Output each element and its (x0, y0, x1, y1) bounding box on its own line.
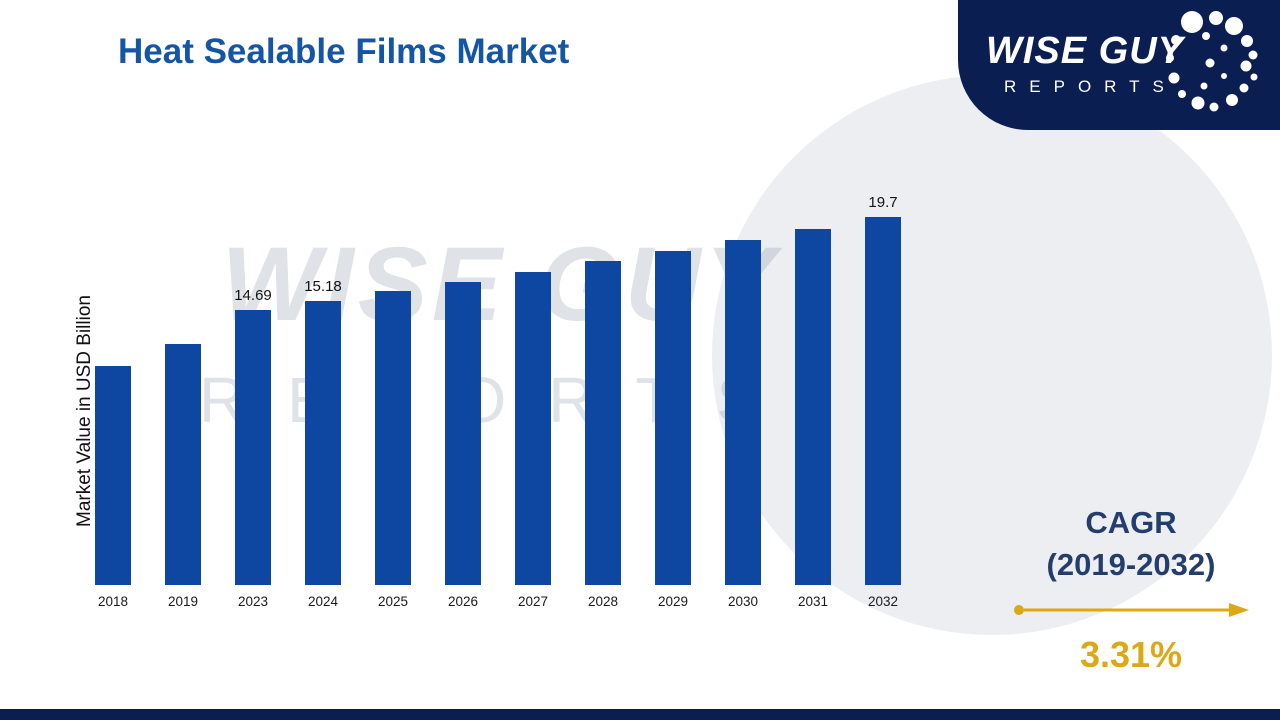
cagr-block: CAGR (2019-2032) 3.31% (996, 505, 1266, 676)
bar-group-2025: 2025 (358, 268, 428, 610)
bar-2019 (165, 344, 201, 585)
bar-group-2026: 2026 (428, 259, 498, 610)
brand-subtitle: REPORTS (1004, 77, 1177, 96)
bar-2026 (445, 282, 481, 585)
brand-block: WISE GUY REPORTS (958, 0, 1280, 130)
bar-2028 (585, 261, 621, 585)
bar-group-2031: 2031 (778, 206, 848, 610)
bar-2027 (515, 272, 551, 585)
bar-2032 (865, 217, 901, 585)
bar-2024 (305, 301, 341, 585)
x-tick-2023: 2023 (237, 594, 269, 609)
y-axis-label: Market Value in USD Billion (74, 295, 95, 527)
brand-name: WISE GUY (986, 30, 1185, 72)
bar-2029 (655, 251, 691, 585)
bar-group-2023: 14.69 2023 (218, 287, 288, 610)
x-tick-2032: 2032 (867, 594, 899, 609)
bar-group-2032: 19.7 2032 (848, 194, 918, 610)
x-tick-2025: 2025 (377, 594, 409, 609)
x-tick-2030: 2030 (727, 594, 759, 609)
brand-logo: WISE GUY REPORTS (986, 30, 1184, 97)
x-tick-2026: 2026 (447, 594, 479, 609)
x-tick-2031: 2031 (797, 594, 829, 609)
bar-group-2029: 2029 (638, 228, 708, 610)
dotted-face-icon (1166, 11, 1258, 112)
bar-2030 (725, 240, 761, 585)
bar-group-2030: 2030 (708, 217, 778, 610)
bar-group-2028: 2028 (568, 238, 638, 610)
cagr-value: 3.31% (1079, 634, 1183, 675)
x-tick-2018: 2018 (97, 594, 129, 609)
x-tick-2019: 2019 (167, 594, 199, 609)
x-tick-2029: 2029 (657, 594, 689, 609)
bar-2018 (95, 366, 131, 585)
x-tick-2027: 2027 (517, 594, 549, 609)
cagr-label: CAGR (1085, 505, 1177, 540)
bar-value-label-2032: 19.7 (868, 194, 898, 211)
bar-group-2019: 2019 (148, 321, 218, 610)
cagr-range: (2019-2032) (1046, 547, 1216, 582)
bar-2023 (235, 310, 271, 585)
bar-group-2018: 2018 (78, 343, 148, 610)
bar-value-label-2023: 14.69 (234, 287, 272, 304)
bar-chart: 2018 2019 14.69 2023 15.18 2024 2025 2026 2027 20… (78, 194, 918, 610)
bar-group-2027: 2027 (498, 249, 568, 610)
bar-2025 (375, 291, 411, 585)
bar-group-2024: 15.18 2024 (288, 278, 358, 610)
bar-value-label-2024: 15.18 (304, 278, 342, 295)
bottom-accent-bar (0, 709, 1280, 720)
bar-2031 (795, 229, 831, 585)
page-title: Heat Sealable Films Market (118, 32, 570, 71)
cagr-arrow-icon (1014, 603, 1249, 617)
x-tick-2024: 2024 (307, 594, 339, 609)
x-tick-2028: 2028 (587, 594, 619, 609)
